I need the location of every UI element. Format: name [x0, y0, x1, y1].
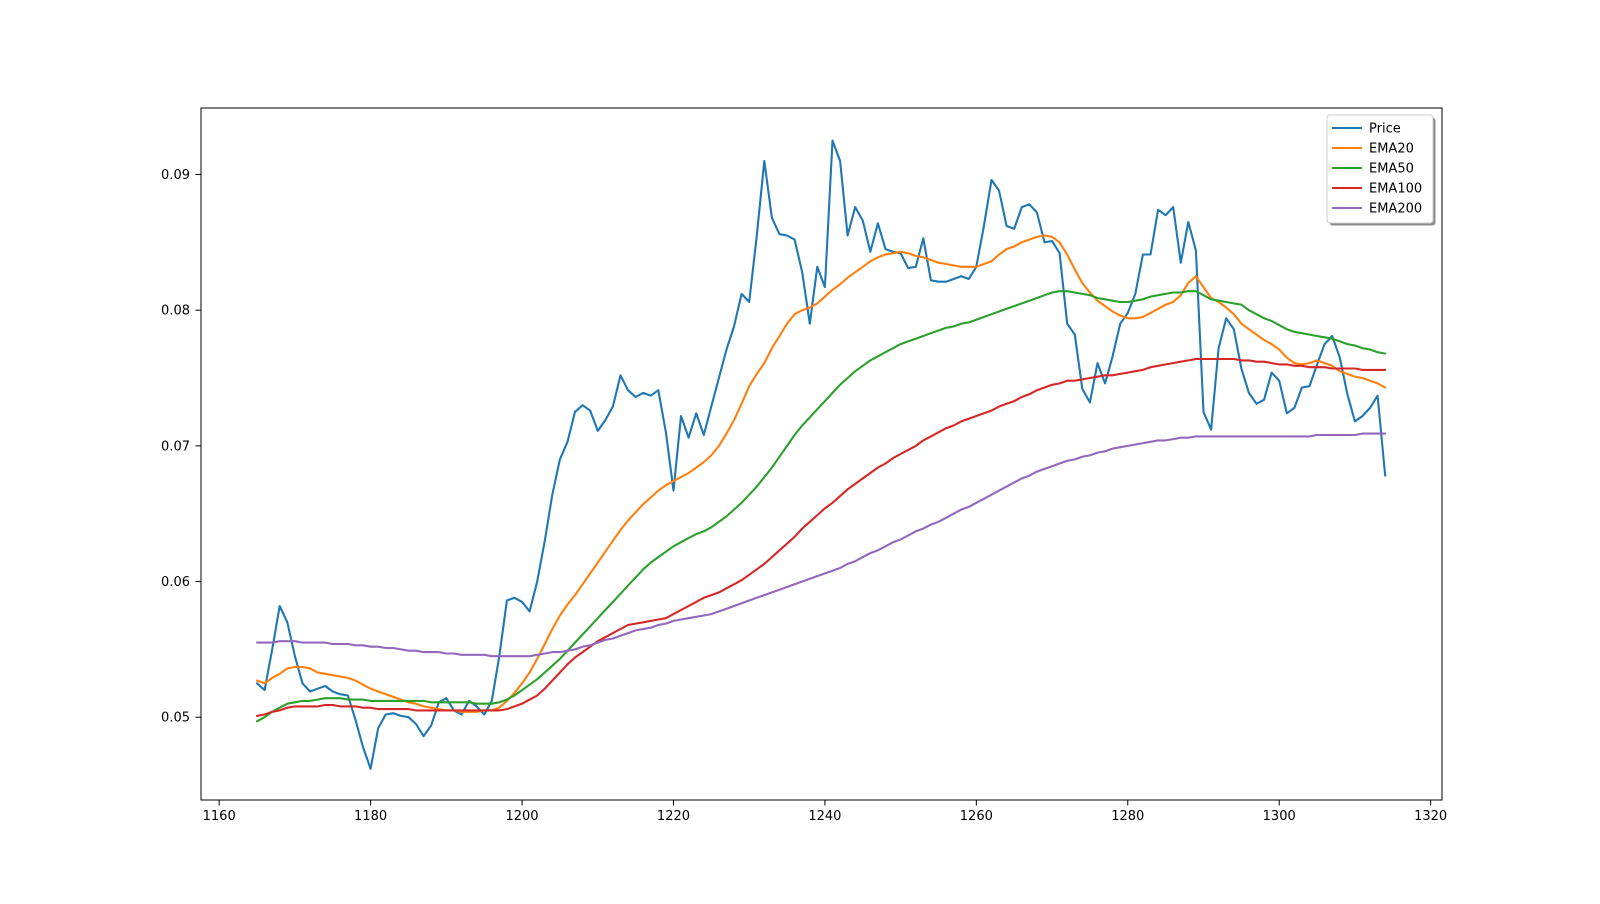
legend-label-ema20: EMA20	[1369, 142, 1414, 157]
y-axis-tick-label: 0.06	[161, 575, 190, 590]
legend-frame	[1326, 114, 1434, 224]
legend-label-ema50: EMA50	[1369, 162, 1414, 177]
x-axis-tick-label: 1180	[354, 809, 387, 824]
series-ema200-line	[255, 432, 1387, 658]
legend-label-ema200: EMA200	[1369, 202, 1422, 217]
x-axis-tick-label: 1240	[808, 809, 841, 824]
series-ema50-line	[255, 290, 1387, 723]
legend-label-price: Price	[1369, 122, 1401, 137]
plot-area	[201, 108, 1442, 800]
y-axis-tick-label: 0.09	[161, 168, 190, 183]
y-axis-tick-label: 0.08	[161, 304, 190, 319]
x-axis-tick-label: 1220	[657, 809, 690, 824]
y-axis-tick-label: 0.07	[161, 439, 190, 454]
legend-label-ema100: EMA100	[1369, 182, 1422, 197]
x-axis-tick-label: 1260	[960, 809, 993, 824]
x-axis-tick-label: 1200	[505, 809, 538, 824]
x-axis-tick-label: 1300	[1263, 809, 1296, 824]
x-axis-tick-label: 1280	[1111, 809, 1144, 824]
axes-spines	[200, 107, 1443, 801]
series-ema100-line	[255, 357, 1387, 717]
x-axis-tick-label: 1160	[203, 809, 236, 824]
x-axis-tick-label: 1320	[1414, 809, 1447, 824]
y-axis-tick-label: 0.05	[161, 711, 190, 726]
